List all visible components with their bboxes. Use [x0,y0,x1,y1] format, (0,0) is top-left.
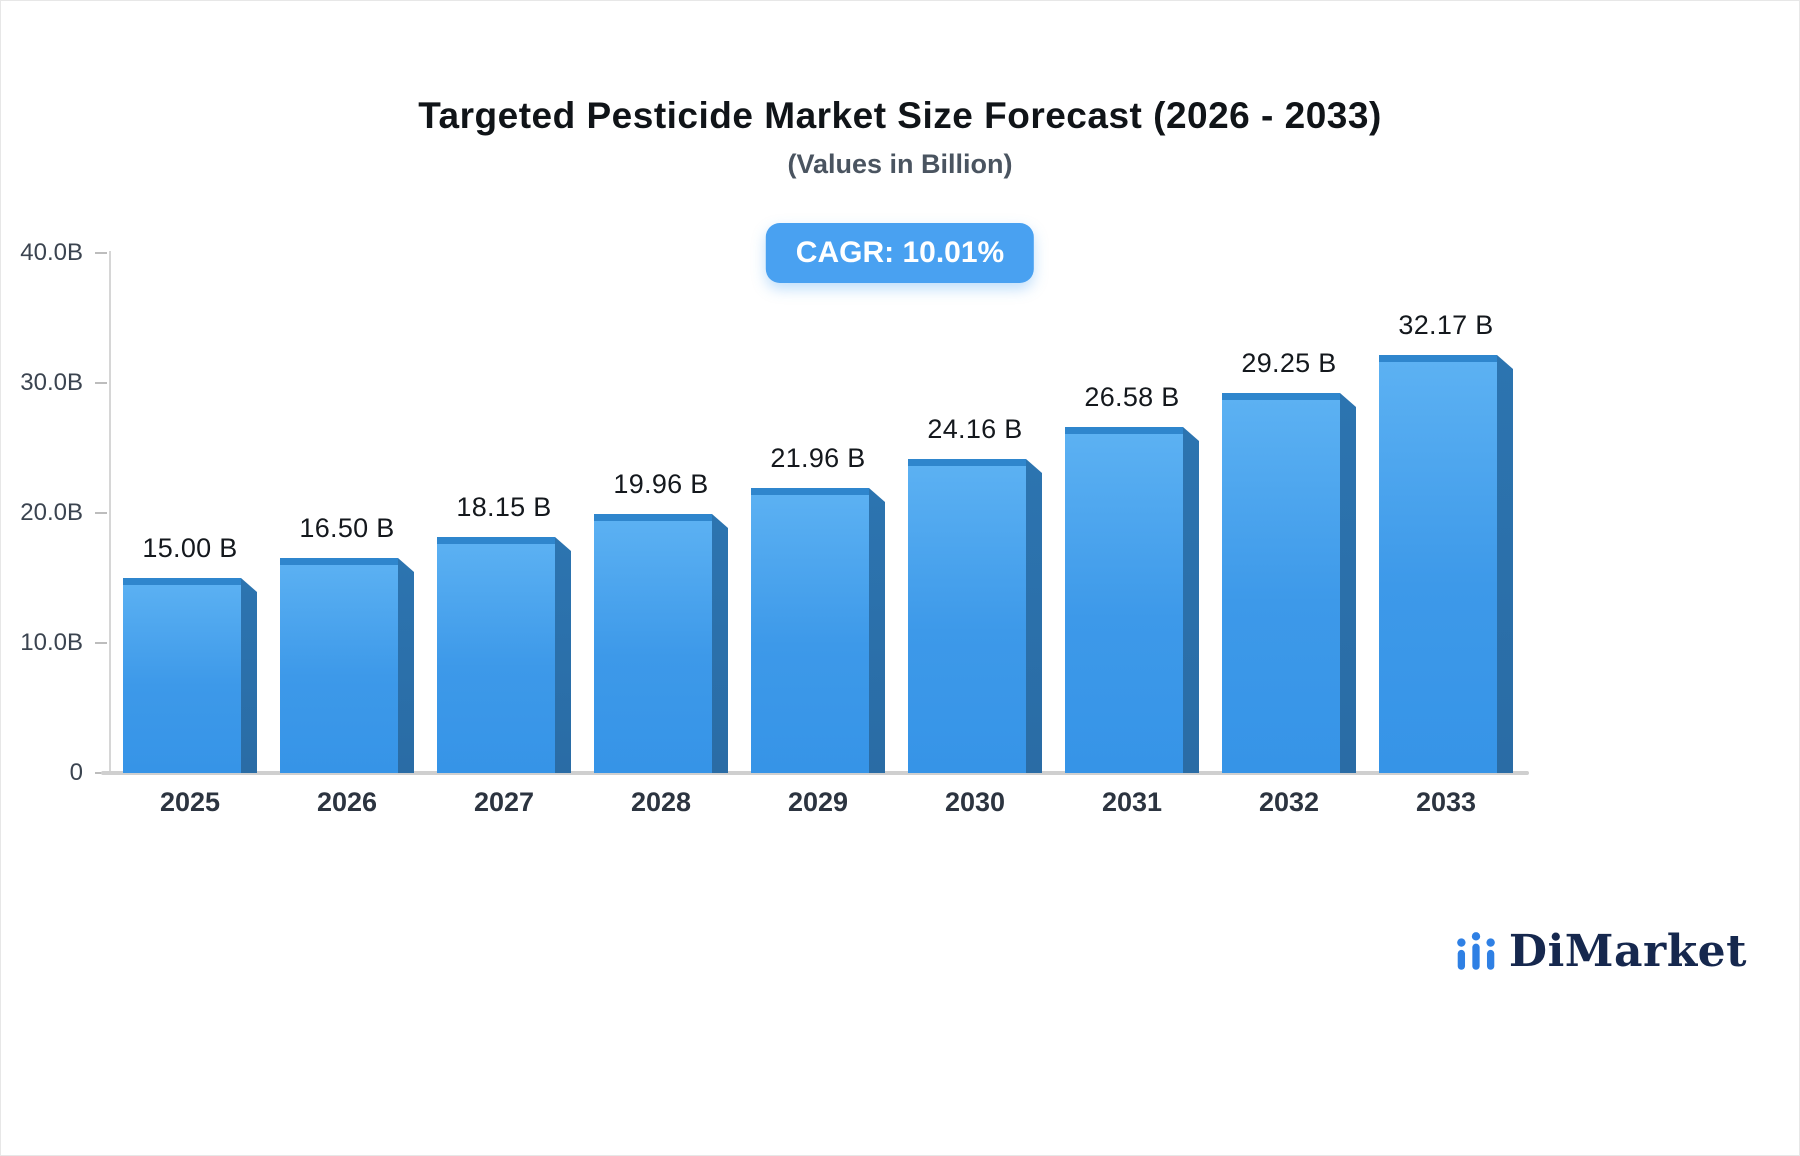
y-tick-mark [95,642,107,644]
bar-2026 [280,558,414,773]
bar-value-label: 24.16 B [927,414,1023,444]
bar-side [241,578,257,773]
bar-top-bevel [594,514,712,521]
bar-side [1497,355,1513,773]
bar-side [555,537,571,773]
x-axis-labels: 2025 2026 2027 2028 2029 2030 2031 2032 2033 [111,787,1524,827]
bar-value-label: 15.00 B [142,533,238,563]
bar-side [1026,459,1042,773]
x-tick-label-2026: 2026 [316,787,378,817]
y-tick-mark [95,512,107,514]
bar-face [280,558,398,773]
bar-2025 [123,578,257,773]
y-axis-labels: 0 10.0B 20.0B 30.0B 40.0B [1,239,107,786]
x-axis-baseline [101,771,1529,775]
y-axis-line [109,251,111,773]
bar-top-bevel [1065,427,1183,434]
bar-top-bevel [908,459,1026,466]
bar-2033 [1379,355,1513,773]
bar-top-bevel [1222,393,1340,400]
bar-side [712,514,728,773]
x-tick-label-2027: 2027 [473,787,535,817]
y-tick-label-30.0B: 30.0B [20,369,83,396]
dimarket-logo: DiMarket [1453,926,1747,977]
bar-2029 [751,488,885,773]
bar-face [594,514,712,773]
bar-top-bevel [751,488,869,495]
plot-area: 15.00 B 16.50 B 18.15 B 19.96 B 21.96 B 24.16… [111,253,1524,773]
x-tick-label-2033: 2033 [1415,787,1477,817]
bar-value-label: 21.96 B [770,443,866,473]
bar-value-label: 26.58 B [1084,382,1180,412]
cagr-badge: CAGR: 10.01% [765,223,1035,283]
x-tick-label-2031: 2031 [1101,787,1163,817]
chart-title: Targeted Pesticide Market Size Forecast … [418,95,1382,136]
dimarket-logo-icon [1453,929,1499,975]
chart-subtitle: (Values in Billion) [787,149,1013,179]
bar-top-bevel [1379,355,1497,362]
dimarket-logo-text: DiMarket [1508,926,1747,977]
bar-side [398,558,414,773]
x-tick-label-2032: 2032 [1258,787,1320,817]
y-tick-label-10.0B: 10.0B [20,629,83,656]
y-tick-mark [95,382,107,384]
x-tick-label-2030: 2030 [944,787,1006,817]
bar-value-label: 32.17 B [1398,310,1494,340]
x-tick-label-2028: 2028 [630,787,692,817]
bar-2027 [437,537,571,773]
bar-side [1340,393,1356,773]
bar-top-bevel [437,537,555,544]
bar-side [869,488,885,773]
bar-side [1183,427,1199,773]
bar-face [1065,427,1183,773]
bar-value-label: 18.15 B [456,492,552,522]
bar-2032 [1222,393,1356,773]
y-tick-label-20.0B: 20.0B [20,499,83,526]
bar-face [908,459,1026,773]
bar-top-bevel [123,578,241,585]
bar-face [751,488,869,773]
bar-face [1379,355,1497,773]
bar-value-label: 29.25 B [1241,348,1337,378]
x-tick-label-2029: 2029 [787,787,849,817]
y-tick-label-40.0B: 40.0B [20,239,83,266]
bar-2030 [908,459,1042,773]
bar-value-label: 16.50 B [299,513,395,543]
bar-2031 [1065,427,1199,773]
bar-value-label: 19.96 B [613,469,709,499]
x-tick-label-2025: 2025 [159,787,221,817]
bar-2028 [594,514,728,773]
bar-face [123,578,241,773]
bar-top-bevel [280,558,398,565]
bar-face [1222,393,1340,773]
y-tick-label-0: 0 [69,759,83,786]
y-tick-mark [95,252,107,254]
bar-face [437,537,555,773]
